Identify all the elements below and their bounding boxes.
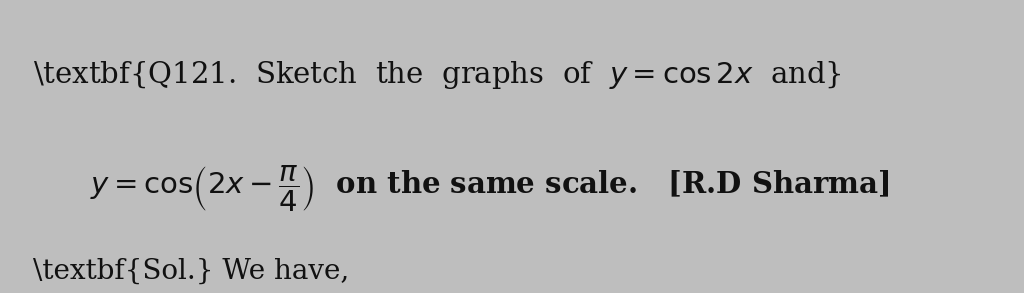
Text: \textbf{Q121.  Sketch  the  graphs  of  $y = \cos 2x$  and}: \textbf{Q121. Sketch the graphs of $y = … <box>33 59 842 91</box>
Text: $y = \cos\!\left(2x - \dfrac{\pi}{4}\right)$  on the same scale.   [R.D Sharma]: $y = \cos\!\left(2x - \dfrac{\pi}{4}\rig… <box>89 164 889 214</box>
Text: \textbf{Sol.} We have,: \textbf{Sol.} We have, <box>33 258 349 285</box>
